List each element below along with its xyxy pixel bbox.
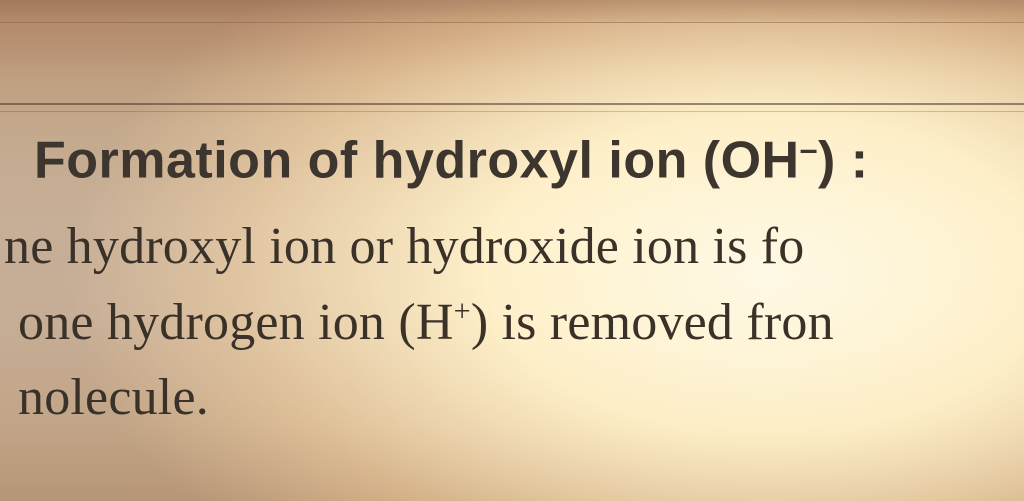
previous-line-faint: [0, 23, 1024, 63]
page-top-shadow: [0, 0, 1024, 23]
body-line-2-prefix: one hydrogen ion (H: [18, 294, 454, 351]
heading-superscript: –: [800, 131, 818, 167]
horizontal-rule-secondary: [0, 111, 1024, 112]
heading-text-suffix: ) :: [818, 131, 869, 189]
body-line-1: ne hydroxyl ion or hydroxide ion is fo: [4, 209, 1024, 284]
body-line-2-superscript: +: [454, 294, 471, 328]
section-heading: Formation of hydroxyl ion (OH–) :: [0, 130, 1024, 191]
scanned-page: Formation of hydroxyl ion (OH–) : ne hyd…: [0, 0, 1024, 501]
body-line-3: nolecule.: [4, 360, 1024, 435]
heading-text-prefix: Formation of hydroxyl ion (OH: [34, 131, 800, 189]
horizontal-rule: [0, 103, 1024, 105]
body-line-2: one hydrogen ion (H+) is removed fron: [4, 285, 1024, 360]
body-paragraph: ne hydroxyl ion or hydroxide ion is fo o…: [0, 209, 1024, 435]
body-line-2-suffix: ) is removed fron: [471, 294, 834, 351]
